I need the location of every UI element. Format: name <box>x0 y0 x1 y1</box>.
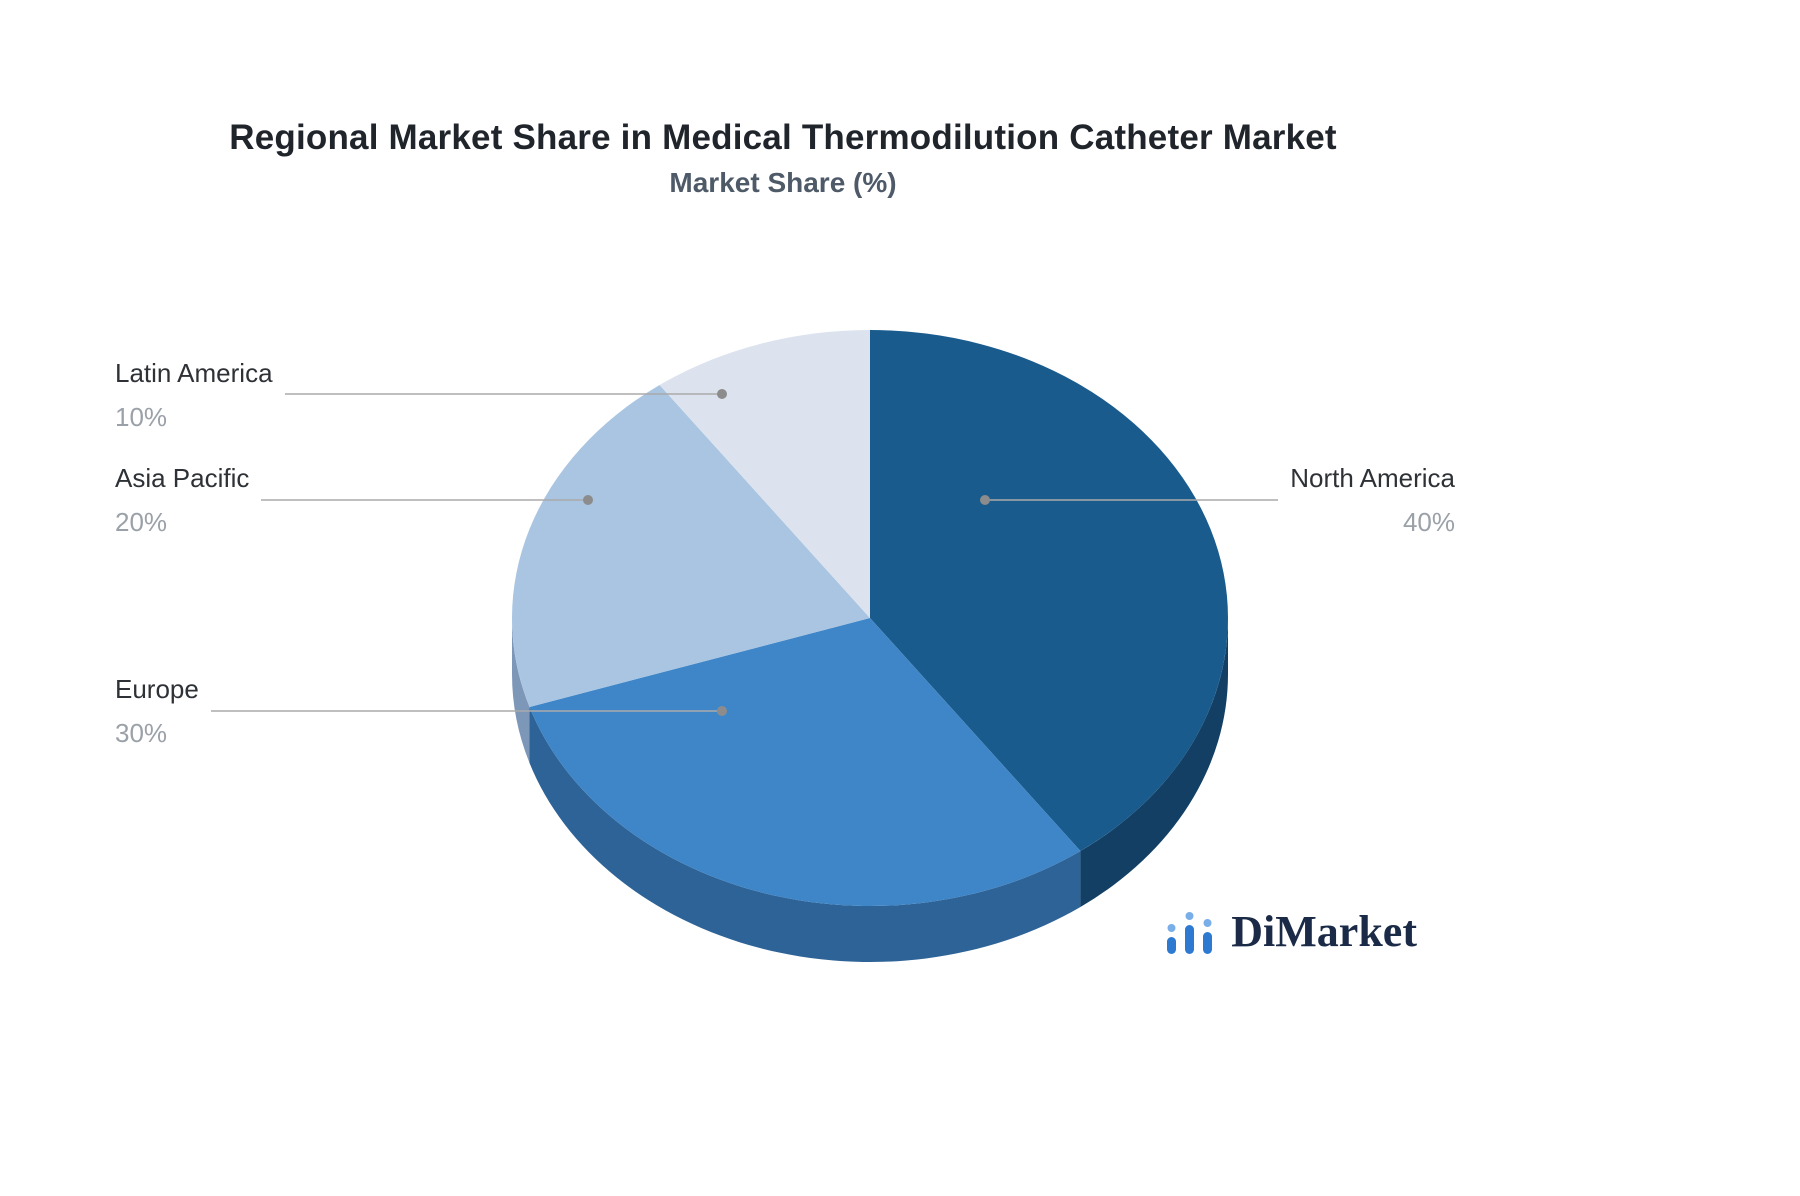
slice-label-latin-america: Latin America 10% <box>115 357 273 434</box>
slice-label-text: Europe <box>115 674 199 704</box>
chart-title: Regional Market Share in Medical Thermod… <box>229 118 1337 157</box>
pie-slice-latin-america <box>659 330 870 618</box>
leader-dot-latin-america <box>717 389 727 399</box>
slice-label-europe: Europe 30% <box>115 673 199 750</box>
pie-slice-europe <box>529 618 1081 906</box>
pie-slice-side-europe <box>529 706 1081 962</box>
slice-value-text: 40% <box>1402 507 1455 537</box>
leader-dot-north-america <box>980 495 990 505</box>
slice-label-text: Asia Pacific <box>115 463 250 493</box>
brand-logo: DiMarket <box>1164 906 1417 957</box>
chart-subtitle: Market Share (%) <box>669 167 897 198</box>
slice-label-text: Latin America <box>115 358 273 388</box>
slice-label-north-america: North America 40% <box>1290 462 1455 539</box>
brand-chart-icon <box>1167 911 1213 954</box>
pie-slice-asia-pacific <box>512 385 870 707</box>
slice-label-asia-pacific: Asia Pacific 20% <box>115 462 249 539</box>
slice-value-text: 10% <box>115 402 168 432</box>
slice-value-text: 20% <box>115 507 168 537</box>
slice-value-text: 30% <box>115 718 168 748</box>
leader-dot-europe <box>717 706 727 716</box>
pie-slice-side-asia-pacific <box>512 618 530 763</box>
leader-dot-asia-pacific <box>583 495 593 505</box>
pie-slice-north-america <box>870 330 1228 851</box>
brand-name: DiMarket <box>1231 907 1417 956</box>
slice-label-text: North America <box>1290 463 1455 493</box>
pie-slice-side-north-america <box>1080 618 1228 907</box>
